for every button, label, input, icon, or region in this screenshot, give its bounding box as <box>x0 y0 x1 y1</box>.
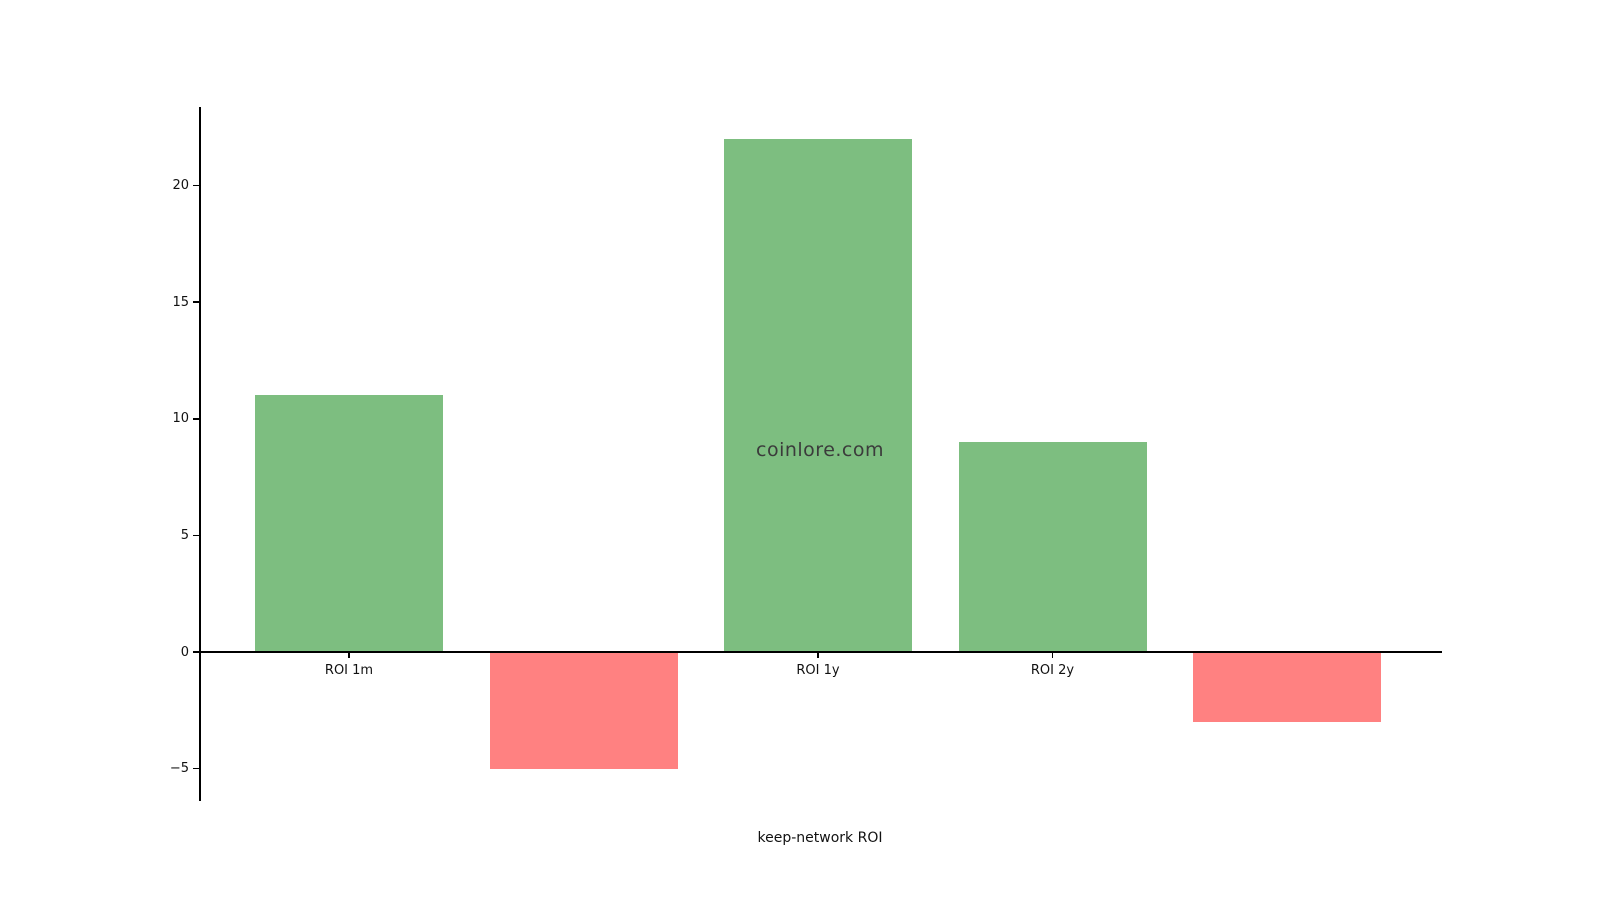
y-tick-label-15: 15 <box>172 294 189 310</box>
y-tick-mark-5 <box>193 534 200 537</box>
bar-roi-2y <box>958 442 1147 652</box>
x-tick-label-roi-1y: ROI 1y <box>796 663 840 678</box>
chart-title: keep-network ROI <box>757 830 883 846</box>
x-tick-mark-4 <box>1051 652 1054 658</box>
y-tick-mark-20 <box>193 184 200 187</box>
x-tick-label-roi-1m: ROI 1m <box>324 663 374 678</box>
y-tick-mark-0 <box>193 651 200 653</box>
x-tick-mark-3 <box>817 652 819 658</box>
y-tick-mark-10 <box>193 418 200 420</box>
y-tick-label--5: −5 <box>169 761 189 777</box>
bar-bar-2 <box>489 652 678 769</box>
y-tick-mark--5 <box>193 767 200 770</box>
bar-roi-1y <box>724 138 912 652</box>
y-tick-label-0: 0 <box>180 644 189 660</box>
y-tick-mark-15 <box>193 301 200 303</box>
y-tick-label-10: 10 <box>172 411 189 427</box>
watermark-text: coinlore.com <box>756 439 884 461</box>
y-tick-label-5: 5 <box>180 527 189 543</box>
x-tick-mark-1 <box>348 652 350 658</box>
y-tick-label-20: 20 <box>172 178 189 194</box>
x-axis-zero-line <box>199 651 1442 653</box>
x-tick-label-roi-2y: ROI 2y <box>1030 663 1075 678</box>
bar-roi-1m <box>255 395 443 652</box>
y-axis-spine <box>199 107 201 801</box>
bar-bar-5 <box>1193 652 1381 722</box>
